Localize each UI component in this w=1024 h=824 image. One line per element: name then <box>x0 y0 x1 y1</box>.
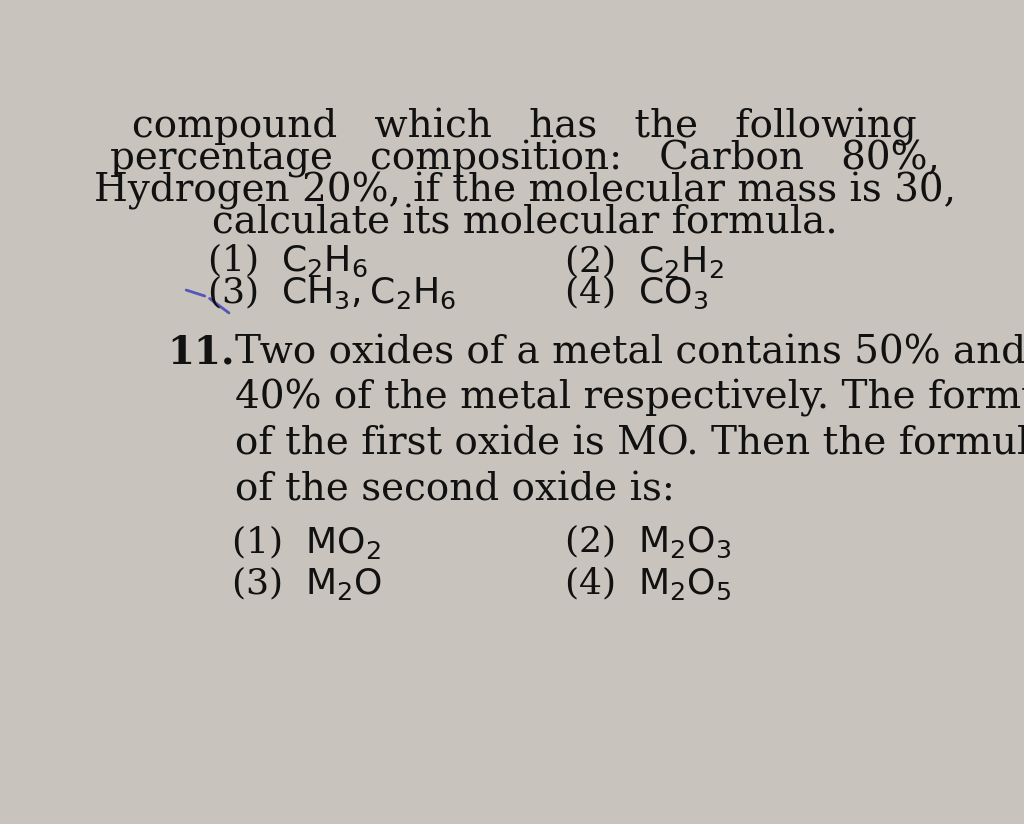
Text: Hydrogen 20%, if the molecular mass is 30,: Hydrogen 20%, if the molecular mass is 3… <box>94 172 955 210</box>
Text: (3)  $\mathrm{M_2O}$: (3) $\mathrm{M_2O}$ <box>231 564 382 602</box>
Text: percentage   composition:   Carbon   80%,: percentage composition: Carbon 80%, <box>110 140 940 178</box>
Text: (3)  $\mathrm{CH_3, C_2H_6}$: (3) $\mathrm{CH_3, C_2H_6}$ <box>207 274 457 311</box>
Text: (2)  $\mathrm{M_2O_3}$: (2) $\mathrm{M_2O_3}$ <box>564 523 732 560</box>
Text: 40% of the metal respectively. The formula: 40% of the metal respectively. The formu… <box>236 379 1024 417</box>
Text: calculate its molecular formula.: calculate its molecular formula. <box>212 204 838 241</box>
Text: Two oxides of a metal contains 50% and: Two oxides of a metal contains 50% and <box>236 335 1024 371</box>
Text: (1)  $\mathrm{C_2H_6}$: (1) $\mathrm{C_2H_6}$ <box>207 242 369 279</box>
Text: (1)  $\mathrm{MO_2}$: (1) $\mathrm{MO_2}$ <box>231 522 381 561</box>
Text: (2)  $\mathrm{C_2H_2}$: (2) $\mathrm{C_2H_2}$ <box>564 241 724 279</box>
Text: compound   which   has   the   following: compound which has the following <box>132 109 918 147</box>
Text: of the second oxide is:: of the second oxide is: <box>236 471 675 508</box>
Text: (4)  $\mathrm{CO_3}$: (4) $\mathrm{CO_3}$ <box>564 274 709 311</box>
Text: 11.: 11. <box>168 334 236 372</box>
Text: of the first oxide is MO. Then the formula: of the first oxide is MO. Then the formu… <box>236 425 1024 462</box>
Text: (4)  $\mathrm{M_2O_5}$: (4) $\mathrm{M_2O_5}$ <box>564 564 732 602</box>
